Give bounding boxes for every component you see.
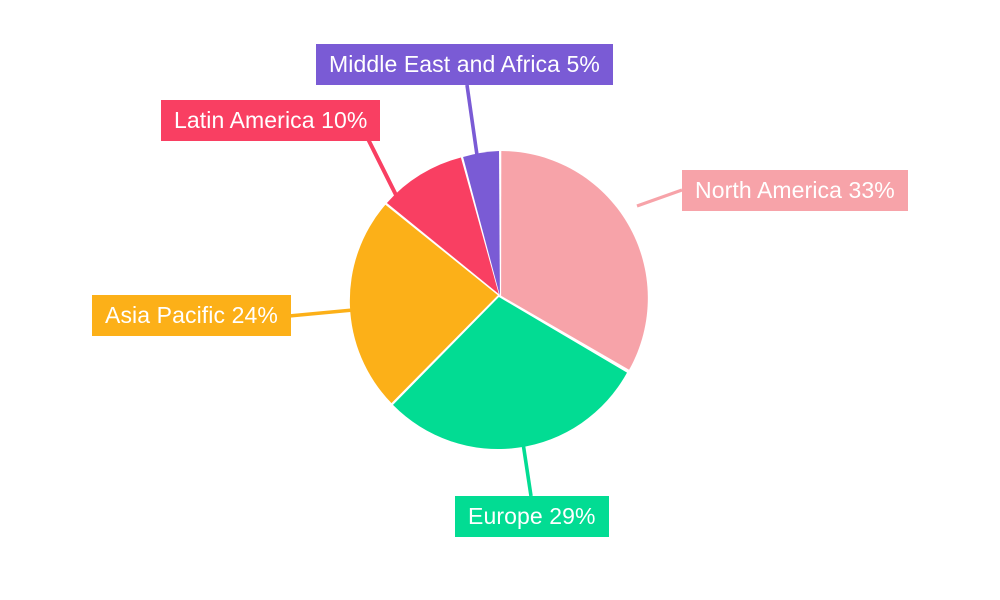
slice-label-middle-east-text: Middle East and Africa 5% [329,51,600,77]
slice-label-latin-america[interactable]: Latin America 10% [161,100,381,141]
pie-slices [349,151,648,450]
pie-slice-middle-east[interactable] [463,151,500,296]
leader-line-north-america [636,188,683,208]
slice-label-middle-east[interactable]: Middle East and Africa 5% [316,44,613,85]
leader-line-middle-east [465,84,479,156]
slice-label-north-america-text: North America 33% [695,177,895,203]
slice-label-latin-america-text: Latin America 10% [174,107,368,133]
slice-label-asia-pacific-text: Asia Pacific 24% [105,302,278,328]
leader-line-europe [521,442,533,497]
pie-slice-europe[interactable] [393,297,627,450]
pie-slice-asia-pacific[interactable] [349,204,498,404]
slice-label-europe-text: Europe 29% [468,503,596,529]
slice-label-asia-pacific[interactable]: Asia Pacific 24% [92,295,291,336]
slice-label-north-america[interactable]: North America 33% [682,170,908,211]
slice-label-europe[interactable]: Europe 29% [455,496,609,537]
leader-line-asia-pacific [288,308,354,318]
pie-slice-latin-america[interactable] [386,157,499,295]
leader-line-latin-america [366,138,400,200]
pie-slice-north-america[interactable] [501,151,648,370]
